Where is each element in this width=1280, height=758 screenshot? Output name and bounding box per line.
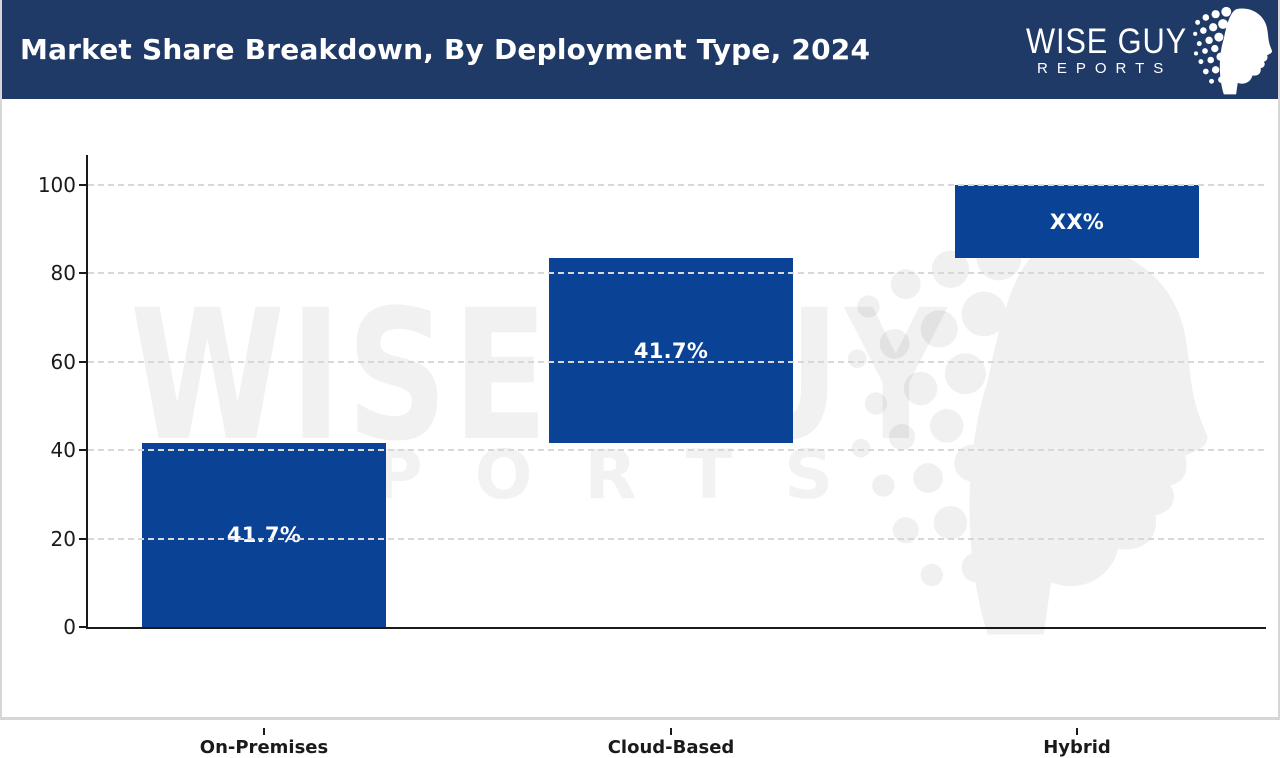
y-tick-label: 100 (37, 173, 76, 197)
x-tick-mark (263, 728, 265, 735)
gridline (88, 449, 1264, 452)
wise-guy-head-icon (1190, 6, 1274, 100)
y-tick-mark (79, 184, 87, 186)
watermark-head-icon (805, 232, 1245, 646)
bar: 41.7% (549, 258, 793, 443)
x-tick-mark (1076, 728, 1078, 735)
y-tick-label: 0 (63, 615, 76, 639)
y-tick-label: 60 (50, 349, 76, 374)
x-category-label: On-Premises (199, 737, 329, 758)
bar-value-label: 41.7% (633, 338, 709, 363)
y-tick-mark (79, 626, 87, 628)
y-tick-mark (79, 449, 87, 452)
header-band: Market Share Breakdown, By Deployment Ty… (0, 0, 1280, 99)
chart-area: 41.7% 41.7% XX% 0 20 40 60 80 100 On-Premises Clo… (0, 99, 1280, 758)
logo-subtext: REPORTS (1037, 60, 1173, 77)
bar: XX% (955, 185, 1199, 259)
x-axis-line (86, 627, 1266, 629)
gridline (88, 360, 1264, 363)
gridline (88, 537, 1264, 540)
y-tick-label: 20 (50, 526, 76, 551)
y-tick-label: 80 (50, 261, 76, 286)
gridline (88, 184, 1264, 186)
y-axis-line (86, 155, 88, 629)
y-tick-mark (79, 272, 87, 275)
bar-value-label: 41.7% (226, 522, 302, 547)
bar-value-label: XX% (1049, 209, 1105, 234)
page-title: Market Share Breakdown, By Deployment Ty… (20, 33, 871, 66)
bar: 41.7% (142, 442, 386, 627)
y-tick-mark (79, 537, 87, 540)
x-tick-mark (670, 728, 672, 735)
gridline (88, 272, 1264, 275)
brand-logo: WISE GUY REPORTS (1024, 4, 1274, 96)
y-tick-label: 40 (50, 438, 76, 463)
x-category-label: Cloud-Based (607, 737, 735, 758)
logo-wordmark: WISE GUY (1026, 22, 1188, 61)
x-category-label: Hybrid (1043, 737, 1111, 758)
y-tick-mark (79, 360, 87, 363)
